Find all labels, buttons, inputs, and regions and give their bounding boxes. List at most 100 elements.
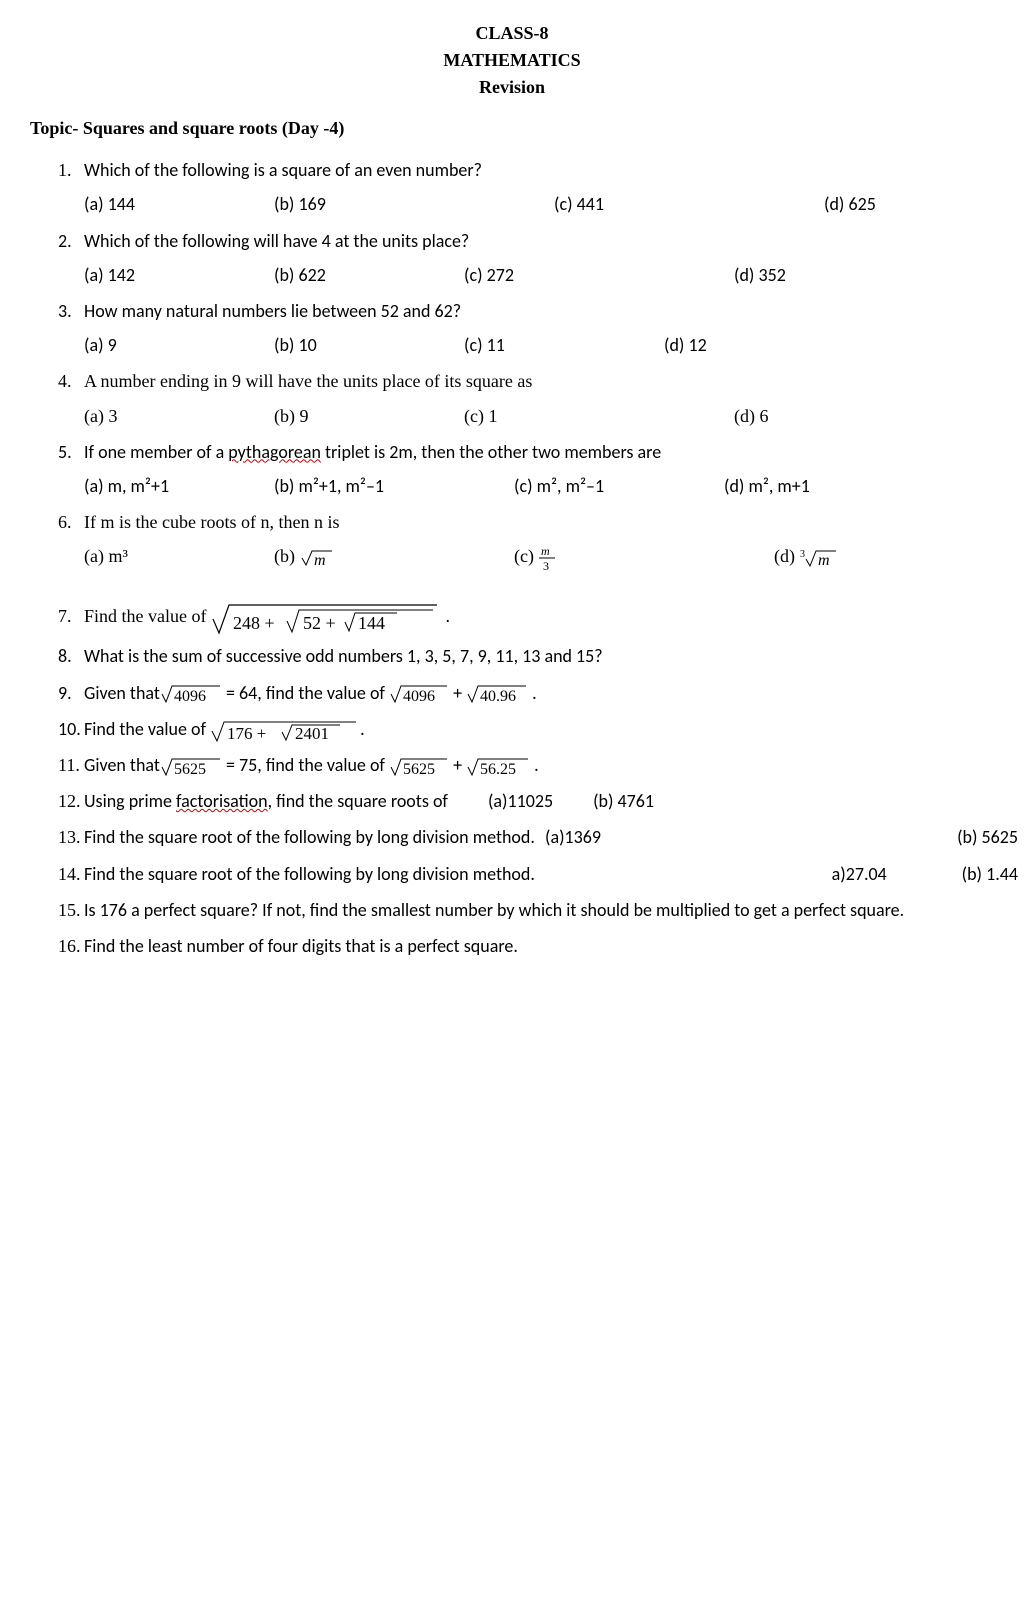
- option-d: (d) 6: [734, 399, 769, 433]
- svg-text:56.25: 56.25: [480, 761, 516, 778]
- svg-text:5625: 5625: [403, 761, 435, 778]
- q-prompt: If m is the cube roots of n, then n is: [84, 505, 339, 539]
- question-8: 8. What is the sum of successive odd num…: [58, 639, 994, 673]
- option-d: (d) m², m+1: [724, 469, 810, 503]
- option-d: (d) 12: [664, 328, 707, 362]
- svg-text:5625: 5625: [174, 761, 206, 778]
- option-b: (b) 10: [274, 328, 464, 362]
- q-prompt: Is 176 a perfect square? If not, find th…: [84, 893, 904, 927]
- q-prompt: Find the value of 176 + 2401.: [84, 712, 365, 746]
- header-class: CLASS-8: [30, 20, 994, 47]
- part-a: (a)11025: [488, 784, 553, 818]
- svg-text:52 +: 52 +: [303, 613, 336, 633]
- option-a: (a) 142: [84, 258, 274, 292]
- option-a: (a) 9: [84, 328, 274, 362]
- svg-text:144: 144: [358, 613, 385, 633]
- svg-text:40.96: 40.96: [480, 688, 516, 705]
- worksheet-header: CLASS-8 MATHEMATICS Revision: [30, 20, 994, 101]
- option-c: (c) 441: [554, 187, 824, 221]
- question-4: 4. A number ending in 9 will have the un…: [58, 364, 994, 432]
- q-number: 7.: [58, 599, 84, 637]
- option-b: (b) 9: [274, 399, 464, 433]
- q-number: 16.: [58, 929, 84, 963]
- sqrt-5625-b-icon: 5625: [389, 756, 449, 778]
- q-number: 14.: [58, 857, 84, 891]
- sqrt-m-icon: m: [300, 548, 334, 568]
- option-b: (b) m: [274, 539, 514, 573]
- q-number: 1.: [58, 153, 84, 187]
- q-number: 3.: [58, 294, 84, 328]
- fraction-m-3-icon: m3: [538, 544, 556, 572]
- q-prompt: Find the square root of the following by…: [84, 820, 601, 854]
- question-7: 7. Find the value of 248 + 52 + 144 .: [58, 599, 994, 637]
- svg-text:3: 3: [543, 559, 549, 572]
- topic-line: Topic- Squares and square roots (Day -4): [30, 111, 994, 145]
- option-b: (b) 622: [274, 258, 464, 292]
- question-list: 1. Which of the following is a square of…: [30, 153, 994, 963]
- svg-text:4096: 4096: [403, 688, 435, 705]
- question-11: 11. Given that5625 = 75, find the value …: [58, 748, 994, 782]
- q-prompt: Using prime factorisation, find the squa…: [84, 784, 448, 818]
- svg-text:176 +: 176 +: [227, 724, 266, 743]
- svg-text:m: m: [541, 544, 550, 558]
- option-b: (b) m²+1, m²–1: [274, 469, 514, 503]
- part-a: a)27.04: [832, 857, 962, 891]
- option-c: (c) 1: [464, 399, 734, 433]
- part-b: (b) 4761: [593, 784, 654, 818]
- svg-text:248 +: 248 +: [233, 613, 275, 633]
- question-12: 12. Using prime factorisation, find the …: [58, 784, 994, 818]
- question-1: 1. Which of the following is a square of…: [58, 153, 994, 221]
- sqrt-40-96-icon: 40.96: [466, 683, 528, 705]
- q-prompt: If one member of a pythagorean triplet i…: [84, 435, 661, 469]
- q-number: 10.: [58, 712, 84, 746]
- option-c: (c) 11: [464, 328, 664, 362]
- option-c: (c) m3: [514, 539, 774, 573]
- q-prompt: A number ending in 9 will have the units…: [84, 364, 532, 398]
- part-b: (b) 5625: [957, 820, 1018, 854]
- question-15: 15. Is 176 a perfect square? If not, fin…: [58, 893, 994, 927]
- q-prompt: Which of the following is a square of an…: [84, 153, 482, 187]
- sqrt-4096-icon: 4096: [160, 683, 222, 705]
- svg-text:m: m: [314, 552, 326, 568]
- q-number: 2.: [58, 224, 84, 258]
- question-5: 5. If one member of a pythagorean triple…: [58, 435, 994, 503]
- q-number: 8.: [58, 639, 84, 673]
- option-c: (c) 272: [464, 258, 734, 292]
- svg-text:4096: 4096: [174, 688, 206, 705]
- option-a: (a) m, m²+1: [84, 469, 274, 503]
- option-a: (a) 3: [84, 399, 274, 433]
- option-a: (a) m³: [84, 539, 274, 573]
- q-number: 13.: [58, 820, 84, 854]
- q-prompt: Find the value of 248 + 52 + 144 .: [84, 599, 450, 637]
- option-d: (d) 352: [734, 258, 786, 292]
- option-a: (a) 144: [84, 187, 274, 221]
- q-number: 11.: [58, 748, 84, 782]
- svg-text:2401: 2401: [295, 724, 329, 743]
- header-subject: MATHEMATICS: [30, 47, 994, 74]
- option-c: (c) m², m²–1: [514, 469, 724, 503]
- option-b: (b) 169: [274, 187, 554, 221]
- question-16: 16. Find the least number of four digits…: [58, 929, 994, 963]
- part-a: (a)1369: [545, 826, 601, 848]
- q-prompt: Find the least number of four digits tha…: [84, 929, 518, 963]
- q-prompt: Given that5625 = 75, find the value of 5…: [84, 748, 539, 782]
- header-type: Revision: [30, 74, 994, 101]
- option-d: (d) 625: [824, 187, 876, 221]
- part-b: (b) 1.44: [962, 857, 1018, 891]
- question-3: 3. How many natural numbers lie between …: [58, 294, 994, 362]
- q-number: 4.: [58, 364, 84, 398]
- question-9: 9. Given that4096 = 64, find the value o…: [58, 676, 994, 710]
- q-prompt: How many natural numbers lie between 52 …: [84, 294, 461, 328]
- nested-sqrt-icon: 248 + 52 + 144: [211, 599, 441, 637]
- q-number: 5.: [58, 435, 84, 469]
- sqrt-5625-icon: 5625: [160, 756, 222, 778]
- q-number: 15.: [58, 893, 84, 927]
- sqrt-56-25-icon: 56.25: [466, 756, 530, 778]
- q-prompt: Given that4096 = 64, find the value of 4…: [84, 676, 537, 710]
- spellcheck-word: factorisation: [176, 790, 268, 812]
- question-14: 14. Find the square root of the followin…: [58, 857, 994, 891]
- q-prompt: Find the square root of the following by…: [84, 857, 832, 891]
- question-13: 13. Find the square root of the followin…: [58, 820, 994, 854]
- svg-text:3: 3: [800, 549, 805, 560]
- q-prompt: Which of the following will have 4 at th…: [84, 224, 469, 258]
